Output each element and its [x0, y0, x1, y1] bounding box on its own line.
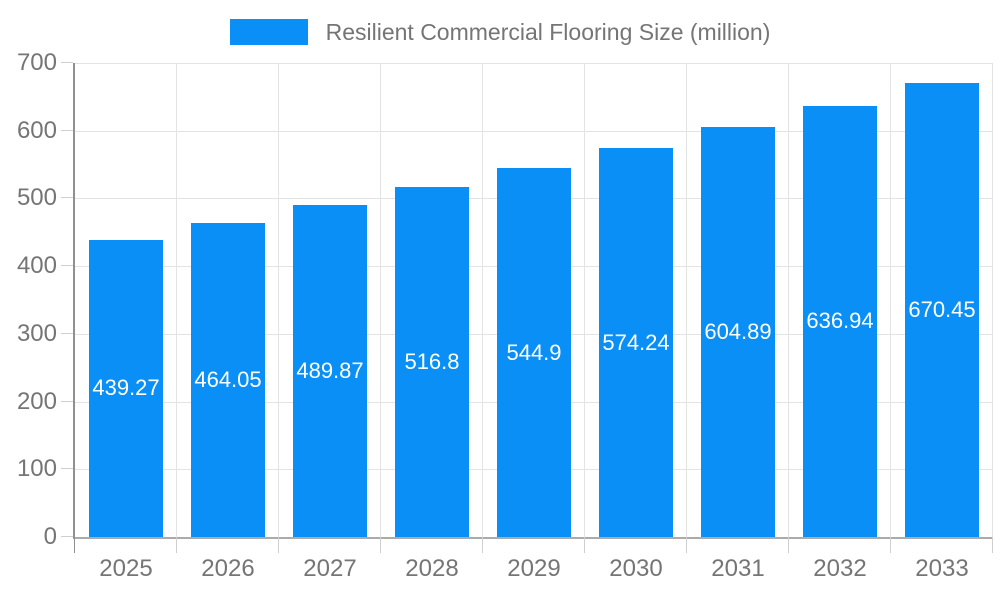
x-axis-tick	[584, 537, 585, 553]
x-axis-tick	[277, 537, 279, 553]
bar-slot: 516.8	[381, 63, 483, 537]
bar-value-label: 670.45	[908, 297, 976, 322]
gridline-vertical	[175, 63, 177, 537]
bar-value-label: 516.8	[404, 349, 460, 375]
bar-value-label: 544.9	[506, 339, 562, 365]
bar-2026: 464.05	[191, 222, 265, 537]
x-tick-label: 2029	[507, 555, 561, 582]
legend-swatch	[229, 19, 308, 45]
bar-2032: 636.94	[803, 105, 877, 537]
x-tick-label: 2033	[915, 555, 969, 582]
x-axis-tick	[74, 537, 75, 553]
y-axis-tick	[61, 197, 73, 199]
gridline-vertical	[889, 63, 891, 537]
bar-slot: 574.24	[585, 63, 687, 537]
x-tick-label: 2028	[405, 555, 459, 582]
bar-2030: 574.24	[599, 148, 673, 537]
bar-value-label: 574.24	[602, 329, 670, 355]
bar-value-label: 489.87	[296, 358, 364, 384]
legend: Resilient Commercial Flooring Size (mill…	[0, 16, 1000, 48]
y-tick-label: 0	[43, 523, 57, 550]
x-axis-tick	[685, 537, 687, 553]
y-axis-tick	[61, 265, 73, 267]
x-axis-tick	[889, 537, 891, 553]
bar-2025: 439.27	[89, 239, 163, 537]
bar-2029: 544.9	[497, 168, 571, 537]
x-axis-tick	[788, 537, 789, 553]
gridline-vertical	[277, 63, 279, 537]
y-tick-label: 500	[16, 184, 57, 212]
bar-2033: 670.45	[905, 83, 979, 537]
legend-label: Resilient Commercial Flooring Size (mill…	[325, 18, 771, 45]
gridline-vertical	[379, 63, 381, 537]
y-axis-tick	[61, 332, 73, 334]
bar-slot: 464.05	[177, 63, 279, 537]
y-axis-tick	[61, 536, 73, 537]
x-tick-label: 2032	[813, 555, 867, 582]
x-tick-label: 2027	[303, 555, 357, 582]
y-tick-label: 600	[16, 116, 57, 144]
y-tick-label: 300	[16, 319, 57, 347]
x-axis-tick	[992, 537, 993, 553]
bar-slot: 544.9	[483, 63, 585, 537]
y-tick-label: 700	[16, 49, 57, 76]
bar-value-label: 604.89	[704, 319, 772, 345]
gridline-horizontal	[75, 130, 993, 132]
bar-slot: 439.27	[75, 63, 177, 537]
y-tick-label: 100	[16, 455, 57, 483]
bar-2028: 516.8	[394, 187, 469, 537]
bar-slot: 604.89	[687, 63, 789, 537]
y-axis-tick	[61, 62, 73, 63]
x-tick-label: 2025	[99, 555, 153, 582]
y-tick-label: 200	[16, 387, 57, 415]
y-axis-tick	[61, 468, 73, 470]
gridline-vertical	[992, 63, 993, 537]
gridline-vertical	[788, 63, 789, 537]
x-tick-label: 2030	[609, 555, 663, 582]
y-tick-label: 400	[16, 252, 57, 280]
x-tick-label: 2031	[711, 555, 765, 582]
y-axis-tick	[61, 400, 73, 402]
gridline-vertical	[481, 63, 483, 537]
x-axis-tick	[481, 537, 483, 553]
gridline-vertical	[685, 63, 687, 537]
bar-slot: 670.45	[891, 63, 993, 537]
x-axis-tick	[379, 537, 381, 553]
bar-2027: 489.87	[293, 205, 367, 537]
gridline-horizontal	[75, 63, 993, 64]
y-axis-tick	[61, 129, 73, 131]
gridline-vertical	[584, 63, 585, 537]
bar-value-label: 439.27	[92, 375, 160, 401]
x-axis-tick	[175, 537, 177, 553]
bar-value-label: 636.94	[806, 308, 874, 334]
bar-slot: 636.94	[789, 63, 891, 537]
bar-value-label: 464.05	[194, 366, 262, 392]
plot-area: 0 100 200 300 400 500 600 700 439.27 2025 464.05 20…	[17, 49, 993, 582]
bar-slot: 489.87	[279, 63, 381, 537]
bar-2031: 604.89	[700, 127, 775, 537]
x-tick-label: 2026	[201, 555, 255, 582]
